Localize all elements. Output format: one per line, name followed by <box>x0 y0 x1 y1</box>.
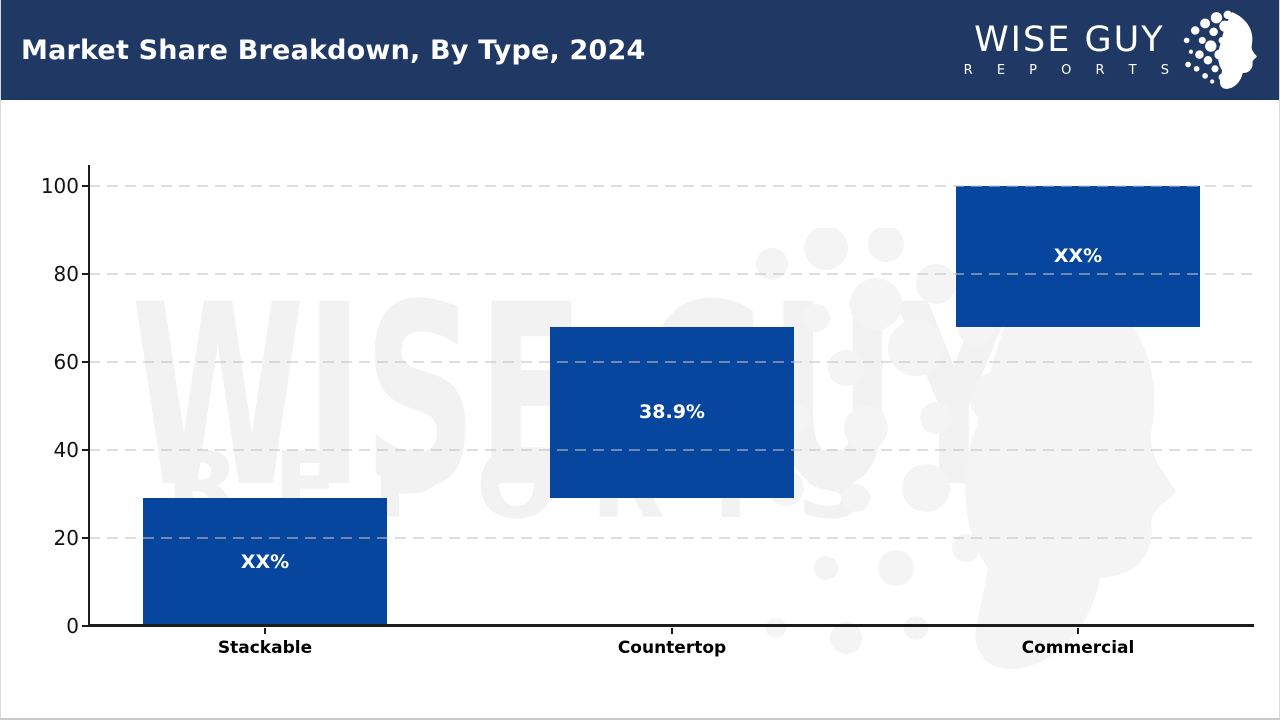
logo-line1: WISE GUY <box>974 20 1165 60</box>
bar-value-label: 38.9% <box>639 401 705 424</box>
bar-stackable: XX% <box>143 497 387 626</box>
gridline-80 <box>89 273 1254 275</box>
y-tick-20 <box>82 537 89 539</box>
logo-line2: R E P O R T S <box>963 63 1179 78</box>
y-tick-0 <box>82 625 89 627</box>
gridline-40 <box>89 449 1254 451</box>
y-tick-label-100: 100 <box>40 174 79 198</box>
bar-value-label: XX% <box>240 550 290 573</box>
page-title: Market Share Breakdown, By Type, 2024 <box>21 34 646 66</box>
y-tick-40 <box>82 449 89 451</box>
y-tick-80 <box>82 273 89 275</box>
y-tick-label-40: 40 <box>53 438 79 462</box>
gridline-100 <box>89 185 1254 187</box>
gridline-20 <box>89 537 1254 539</box>
bar-value-label: XX% <box>1053 245 1103 268</box>
x-tick-label-stackable: Stackable <box>217 638 313 658</box>
gridline-60 <box>89 361 1254 363</box>
logo-text: WISE GUY R E P O R T S <box>960 20 1179 78</box>
bar-countertop: 38.9% <box>550 326 794 498</box>
x-tick-commercial <box>1077 628 1079 634</box>
header: Market Share Breakdown, By Type, 2024 WI… <box>1 0 1279 100</box>
y-tick-label-0: 0 <box>66 614 79 638</box>
y-tick-label-80: 80 <box>53 262 79 286</box>
logo-face-icon <box>1183 10 1257 89</box>
y-axis <box>88 165 90 627</box>
x-tick-countertop <box>671 628 673 634</box>
y-tick-60 <box>82 361 89 363</box>
y-tick-label-20: 20 <box>53 526 79 550</box>
bar-commercial: XX% <box>956 186 1200 327</box>
x-tick-stackable <box>264 628 266 634</box>
x-tick-label-countertop: Countertop <box>617 638 727 658</box>
y-tick-label-60: 60 <box>53 350 79 374</box>
y-tick-100 <box>82 185 89 187</box>
x-axis <box>88 624 1254 627</box>
x-tick-label-commercial: Commercial <box>1021 638 1135 658</box>
wise-guy-logo: WISE GUY R E P O R T S <box>960 8 1259 92</box>
